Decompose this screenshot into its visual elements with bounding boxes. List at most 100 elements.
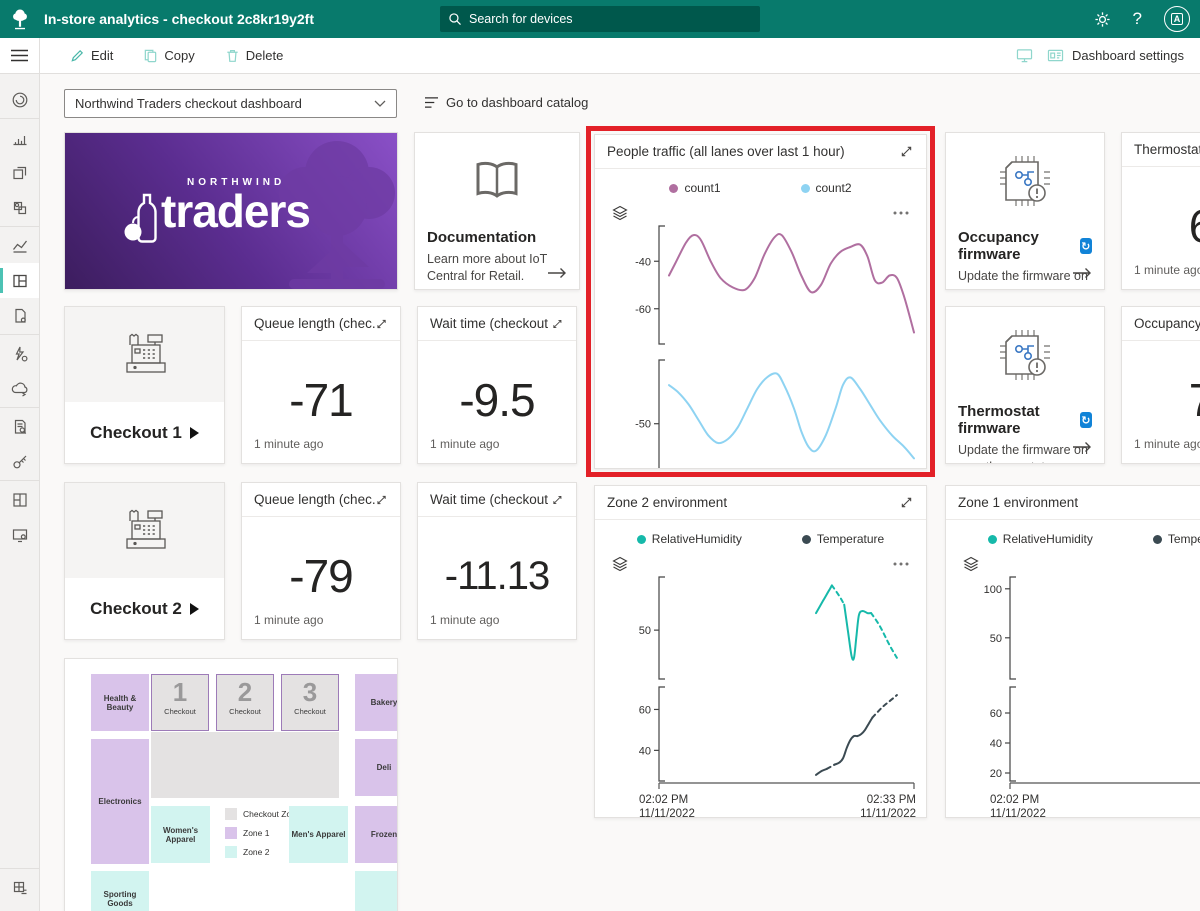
app-logo-tree-icon[interactable] <box>0 7 40 31</box>
right-arrow-icon[interactable] <box>1072 441 1092 453</box>
people-traffic-tile: People traffic (all lanes over last 1 ho… <box>594 134 927 469</box>
svg-text:60: 60 <box>639 704 651 716</box>
svg-text:40: 40 <box>990 738 1002 750</box>
left-nav <box>0 38 40 911</box>
wait1-timestamp: 1 minute ago <box>430 437 500 451</box>
occupancy-kpi-title: Occupancy <box>1134 316 1200 331</box>
right-arrow-icon[interactable] <box>1072 267 1092 279</box>
expand-icon[interactable] <box>375 317 388 331</box>
legend-item[interactable]: Temperature <box>1152 532 1200 546</box>
layers-icon[interactable] <box>611 205 629 222</box>
occupancy-kpi-value: 7 <box>1122 355 1200 445</box>
search-icon <box>449 13 461 25</box>
sidebar-item-layout[interactable] <box>0 482 39 517</box>
svg-text:20: 20 <box>990 768 1002 780</box>
svg-text:100: 100 <box>984 584 1002 596</box>
sidebar-item-get-started[interactable] <box>0 82 39 117</box>
layers-icon[interactable] <box>962 556 980 573</box>
chart-panel-count2: -50 <box>635 359 915 468</box>
wait2-title: Wait time (checkout ... <box>430 492 552 507</box>
expand-icon[interactable] <box>899 144 914 159</box>
legend-item[interactable]: count1 <box>669 181 721 195</box>
sidebar-item-permissions[interactable] <box>0 444 39 479</box>
svg-text:50: 50 <box>990 633 1002 645</box>
occupancy-firmware-tile[interactable]: Occupancy firmware ↻ Update the firmware… <box>945 132 1105 290</box>
selected-dashboard-name: Northwind Traders checkout dashboard <box>75 96 302 111</box>
legend-swatch-zone1 <box>225 827 237 839</box>
dashboard-settings-button[interactable]: Dashboard settings <box>1071 48 1184 63</box>
documentation-tile[interactable]: Documentation Learn more about IoT Centr… <box>414 132 580 290</box>
legend-dot-icon <box>1152 534 1162 544</box>
sidebar-item-data-export[interactable] <box>0 371 39 406</box>
dashboards-icon <box>12 274 27 287</box>
wait1-title: Wait time (checkout ... <box>430 316 552 331</box>
display-icon[interactable] <box>1016 48 1033 63</box>
go-to-dashboard-catalog-link[interactable]: Go to dashboard catalog <box>424 95 588 110</box>
more-options-icon[interactable] <box>892 210 910 216</box>
wait2-timestamp: 1 minute ago <box>430 613 500 627</box>
sidebar-item-customization[interactable] <box>0 517 39 552</box>
help-icon[interactable]: ? <box>1132 9 1142 28</box>
layout-grid-icon <box>12 492 27 507</box>
delete-button[interactable]: Delete <box>225 48 283 63</box>
legend-item[interactable]: Temperature <box>801 532 884 546</box>
thermostat-firmware-tile[interactable]: Thermostat firmware ↻ Update the firmwar… <box>945 306 1105 464</box>
legend-item[interactable]: RelativeHumidity <box>987 532 1093 546</box>
layers-icon[interactable] <box>611 556 629 573</box>
sidebar-item-dashboards[interactable] <box>0 263 39 298</box>
legend-item[interactable]: RelativeHumidity <box>636 532 742 546</box>
copy-icon <box>145 49 157 63</box>
sidebar-item-jobs[interactable] <box>0 298 39 333</box>
sidebar-item-audit-logs[interactable] <box>0 409 39 444</box>
map-checkout-1: 1 Checkout <box>151 674 209 731</box>
chart-legend: RelativeHumidity Temperature <box>595 526 926 552</box>
dashboard-grid-icon[interactable] <box>1047 48 1064 63</box>
nav-toggle-hamburger-icon[interactable] <box>0 38 39 74</box>
key-icon <box>12 455 26 468</box>
settings-gear-icon[interactable] <box>1094 11 1111 28</box>
queue1-value: -71 <box>289 374 353 426</box>
legend-dot-icon <box>987 534 997 544</box>
expand-icon[interactable] <box>551 493 564 507</box>
sidebar-item-analytics[interactable] <box>0 228 39 263</box>
sidebar-item-device-groups[interactable] <box>0 190 39 225</box>
legend-item[interactable]: count2 <box>800 181 852 195</box>
checkout2-tile[interactable]: Checkout 2 <box>64 482 225 640</box>
search-input[interactable] <box>469 12 719 26</box>
zone2-title: Zone 2 environment <box>607 495 728 510</box>
sidebar-item-devices[interactable] <box>0 155 39 190</box>
cash-register-icon <box>125 509 166 549</box>
northwind-logo-tile: NORTHWIND traders <box>64 132 398 290</box>
account-avatar[interactable]: A <box>1164 6 1190 32</box>
sync-badge-icon: ↻ <box>1079 412 1092 428</box>
sidebar-item-overview[interactable] <box>0 120 39 155</box>
dashboard-selector[interactable]: Northwind Traders checkout dashboard <box>64 89 397 118</box>
edit-button[interactable]: Edit <box>70 48 113 63</box>
chart-panel-count1: -40 -60 <box>635 225 915 345</box>
device-search[interactable] <box>440 6 760 32</box>
brand-name-top: NORTHWIND <box>187 177 286 188</box>
expand-icon[interactable] <box>551 317 564 331</box>
sidebar-item-app-grid[interactable] <box>0 870 39 905</box>
sidebar-item-rules[interactable] <box>0 336 39 371</box>
copy-button[interactable]: Copy <box>143 48 195 63</box>
svg-text:40: 40 <box>639 745 651 757</box>
tree-silhouette <box>279 141 395 289</box>
map-area-deli: Deli <box>355 739 397 796</box>
more-options-icon[interactable] <box>892 561 910 567</box>
chart-panel-Temperature: 60 40 20 <box>990 686 1016 782</box>
checkout1-tile[interactable]: Checkout 1 <box>64 306 225 464</box>
get-started-icon <box>12 92 27 107</box>
catalog-list-icon <box>425 97 438 108</box>
checkout1-label: Checkout 1 <box>90 423 182 442</box>
checkout2-label: Checkout 2 <box>90 599 182 618</box>
expand-icon[interactable] <box>899 495 914 510</box>
right-triangle-icon <box>189 427 199 439</box>
expand-icon[interactable] <box>375 493 388 507</box>
thermostat-firmware-title: Thermostat firmware <box>958 403 1040 437</box>
trash-icon <box>227 50 238 62</box>
queue2-value: -79 <box>289 550 353 602</box>
svg-text:60: 60 <box>990 708 1002 720</box>
right-arrow-icon[interactable] <box>547 267 567 279</box>
chart-legend: count1 count2 <box>595 175 926 201</box>
